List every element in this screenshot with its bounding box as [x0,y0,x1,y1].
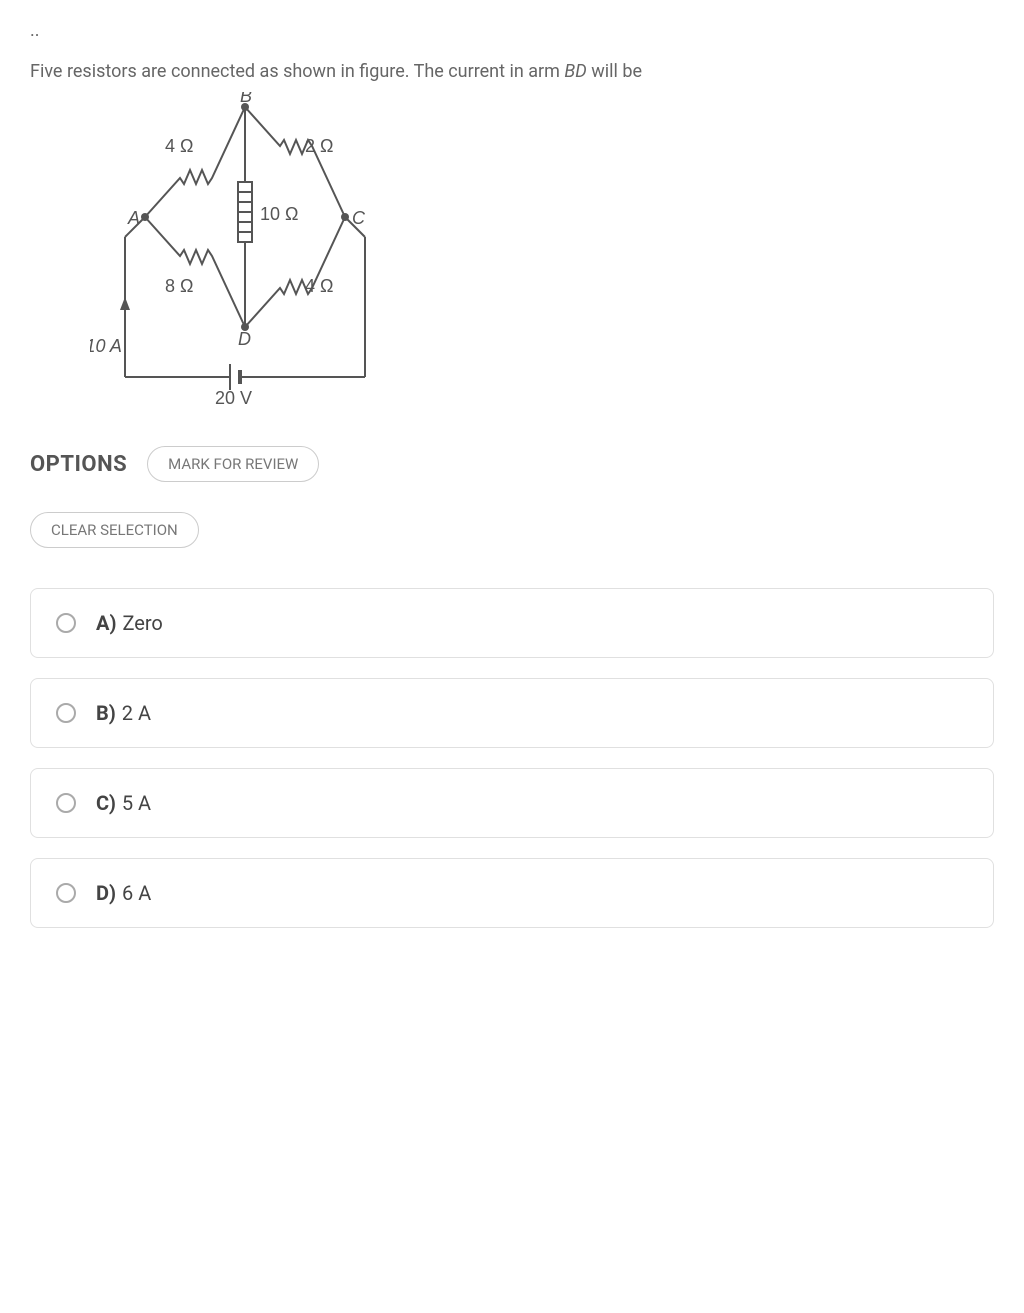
question-suffix: will be [587,61,642,82]
clear-selection-button[interactable]: CLEAR SELECTION [30,512,199,548]
resistor-dc-label: 4 Ω [305,276,333,296]
option-text: Zero [122,611,162,635]
resistor-ad-label: 8 Ω [165,276,193,296]
node-a-label: A [127,208,140,228]
option-text: 2 A [122,701,151,725]
radio-icon [56,613,76,633]
option-a[interactable]: A) Zero [30,588,994,658]
option-letter: C) [96,791,116,815]
question-number-stub: .. [30,20,994,41]
resistor-bd-label: 10 Ω [260,204,298,224]
mark-for-review-button[interactable]: MARK FOR REVIEW [147,446,319,482]
question-prefix: Five resistors are connected as shown in… [30,61,564,82]
option-letter: B) [96,701,116,725]
voltage-label: 20 V [215,388,252,408]
option-b[interactable]: B) 2 A [30,678,994,748]
node-c-label: C [352,208,366,228]
node-d-label: D [238,329,251,349]
options-label: OPTIONS [30,452,127,477]
options-header: OPTIONS MARK FOR REVIEW [30,446,994,482]
radio-icon [56,793,76,813]
radio-icon [56,883,76,903]
question-text: Five resistors are connected as shown in… [30,61,994,82]
radio-icon [56,703,76,723]
option-d[interactable]: D) 6 A [30,858,994,928]
resistor-ab-label: 4 Ω [165,136,193,156]
option-c[interactable]: C) 5 A [30,768,994,838]
option-text: 5 A [122,791,151,815]
option-letter: D) [96,881,116,905]
node-b-label: B [240,92,252,106]
circuit-svg: A B C D 4 Ω 2 Ω 10 Ω 8 Ω 4 Ω I = 10 A 20… [90,92,410,412]
current-label: I = 10 A [90,336,122,356]
option-text: 6 A [122,881,151,905]
resistor-bc-label: 2 Ω [305,136,333,156]
option-letter: A) [96,611,116,635]
circuit-diagram: A B C D 4 Ω 2 Ω 10 Ω 8 Ω 4 Ω I = 10 A 20… [90,92,994,416]
question-italic: BD [564,61,586,82]
clear-selection-wrap: CLEAR SELECTION [30,512,994,548]
